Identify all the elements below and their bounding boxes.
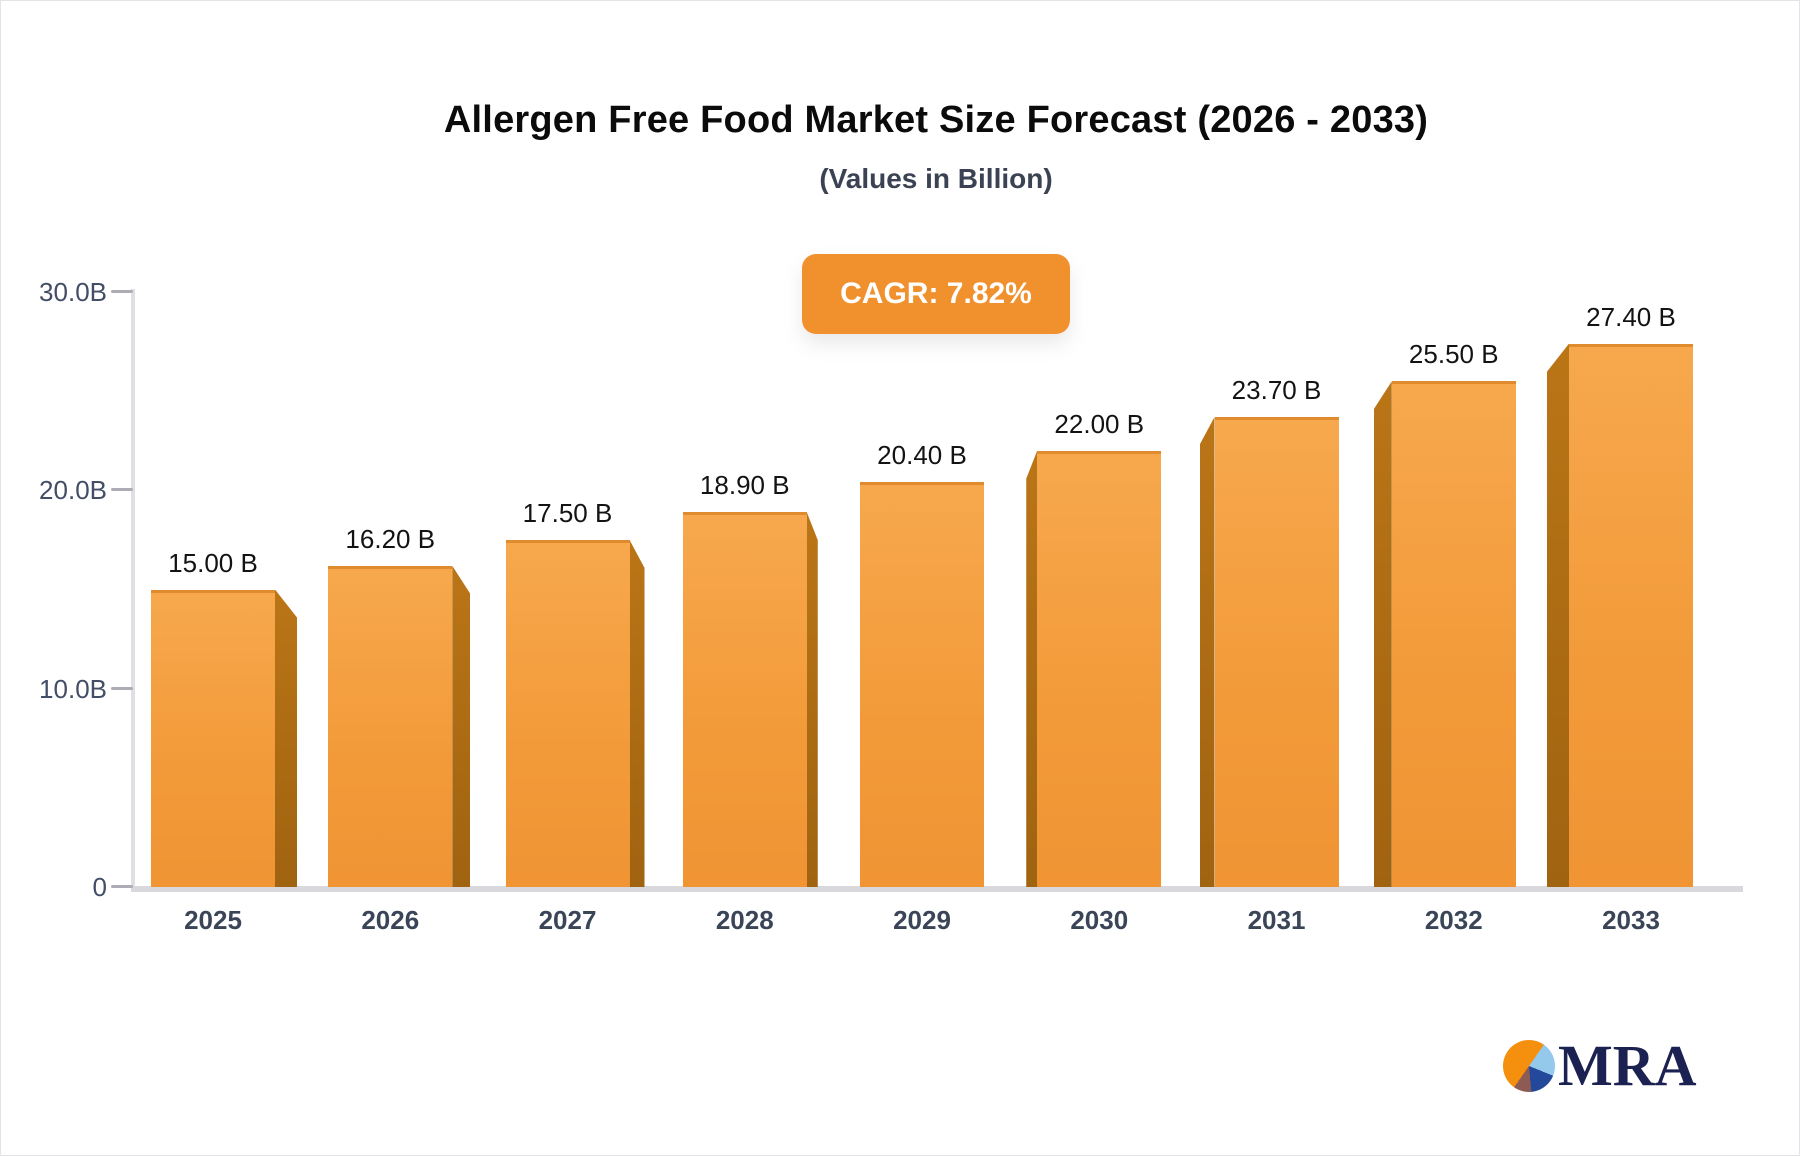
bar-2033 [1569,343,1693,887]
bar-2028 [682,512,807,887]
y-axis-tick [111,885,133,888]
bar-side-face [1547,343,1569,887]
chart-subtitle: (Values in Billion) [819,163,1053,194]
x-axis-label: 2031 [1247,905,1306,935]
bar-side-face [452,565,471,887]
bar-value-label: 25.50 B [1408,339,1499,370]
x-axis-label: 2026 [361,905,420,935]
x-axis-label: 2030 [1070,905,1129,935]
y-axis-tick [111,488,133,492]
logo-pie-icon [1503,1040,1555,1092]
x-axis-label: 2028 [715,905,774,935]
y-axis-label: 30.0B [39,277,107,307]
cagr-badge-row: CAGR: 7.82% [73,254,1799,334]
bar-value-label: 16.20 B [345,523,436,554]
bar-2032 [1391,381,1516,887]
bar-value-label: 18.90 B [699,470,790,501]
bar-2026 [328,565,453,887]
y-axis-label: 0 [92,872,107,902]
bar-2030 [1037,450,1162,887]
bar-side-face [806,512,818,887]
logo-text: MRA [1558,1033,1697,1098]
mra-logo: MRA [1503,1037,1697,1095]
x-axis-label: 2029 [893,905,951,935]
x-axis-label: 2025 [184,905,242,935]
bar-side-face [275,589,297,887]
bar-2029 [860,482,984,887]
chart-title: Allergen Free Food Market Size Forecast … [443,99,1429,141]
y-axis-label: 10.0B [39,673,107,704]
cagr-badge: CAGR: 7.82% [802,254,1070,334]
y-axis-tick [111,290,133,293]
bar-2027 [505,539,630,887]
x-axis-line [131,886,1743,892]
y-axis-label: 20.0B [39,475,107,506]
bar-side-face [1026,450,1038,887]
bar-value-label: 23.70 B [1231,374,1322,405]
bar-value-label: 17.50 B [522,497,613,528]
bar-value-label: 27.40 B [1586,301,1676,332]
bar-side-face [1199,416,1215,887]
x-axis-label: 2032 [1424,905,1483,935]
x-axis-label: 2027 [538,905,597,935]
y-axis-line [131,289,135,892]
bar-2025 [151,589,275,887]
bar-2031 [1214,416,1339,887]
y-axis-tick [111,686,133,690]
bar-value-label: 15.00 B [168,547,258,578]
bar-side-face [1373,381,1392,887]
bar-value-label: 20.40 B [877,440,967,471]
x-axis-label: 2033 [1602,905,1660,935]
bar-value-label: 22.00 B [1054,408,1145,439]
bar-side-face [629,539,645,887]
